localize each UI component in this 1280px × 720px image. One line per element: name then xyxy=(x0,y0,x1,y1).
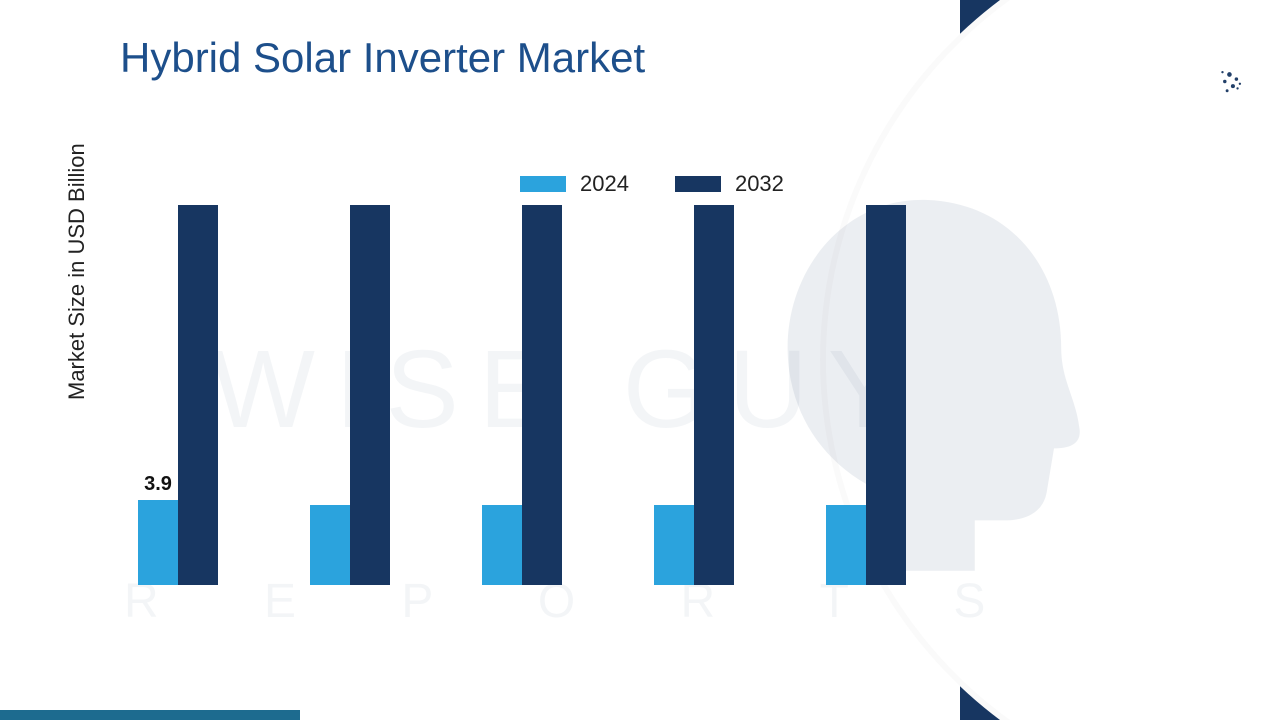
bar-2032 xyxy=(866,205,906,585)
bar-2024 xyxy=(310,505,350,585)
bar-2024 xyxy=(826,505,866,585)
legend: 2024 2032 xyxy=(520,170,784,197)
bar-chart: 3.9NORTH AMERICAEUROPESOUTH AMERICAASIA … xyxy=(100,205,970,585)
bar-2024 xyxy=(138,500,178,585)
bar-2032 xyxy=(178,205,218,585)
bar-2032 xyxy=(694,205,734,585)
legend-swatch-2032 xyxy=(675,176,721,192)
chart-title: Hybrid Solar Inverter Market xyxy=(120,34,645,82)
logo-head-icon xyxy=(1190,56,1248,122)
y-axis-label: Market Size in USD Billion xyxy=(64,143,90,400)
legend-label-2024: 2024 xyxy=(580,171,629,196)
bar-2032 xyxy=(522,205,562,585)
bar-2024 xyxy=(654,505,694,585)
legend-item-2032: 2032 xyxy=(675,170,784,197)
legend-swatch-2024 xyxy=(520,176,566,192)
legend-label-2032: 2032 xyxy=(735,171,784,196)
footer-accent-bar xyxy=(0,710,300,720)
legend-item-2024: 2024 xyxy=(520,170,629,197)
bar-value-label: 3.9 xyxy=(134,473,182,496)
brand-logo: WISE GUY R E P O R T S xyxy=(1015,30,1242,85)
bar-2024 xyxy=(482,505,522,585)
plot-area: 3.9NORTH AMERICAEUROPESOUTH AMERICAASIA … xyxy=(100,205,970,585)
bar-2032 xyxy=(350,205,390,585)
